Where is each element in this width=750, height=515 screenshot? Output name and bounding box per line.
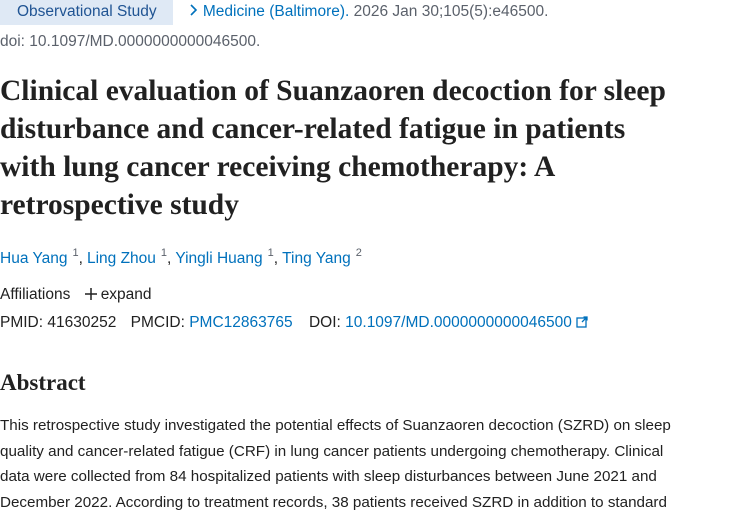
doi-line: doi: 10.1097/MD.0000000000046500. xyxy=(0,33,260,51)
author-link[interactable]: Ling Zhou xyxy=(87,250,156,267)
author-link[interactable]: Hua Yang xyxy=(0,250,68,267)
author-separator: , xyxy=(167,250,171,267)
abstract-line: quality and cancer-related fatigue (CRF)… xyxy=(0,439,671,465)
title-line: Clinical evaluation of Suanzaoren decoct… xyxy=(0,72,666,110)
chevron-icon xyxy=(189,3,199,17)
author-link[interactable]: Ting Yang xyxy=(282,250,351,267)
pmid: 41630252 xyxy=(47,314,116,331)
journal-link[interactable]: Medicine (Baltimore). xyxy=(203,3,349,20)
page: Observational Study Medicine (Baltimore)… xyxy=(0,0,750,500)
author-link[interactable]: Yingli Huang xyxy=(175,250,262,267)
title-line: with lung cancer receiving chemotherapy:… xyxy=(0,148,666,186)
affiliation-number[interactable]: 1 xyxy=(268,247,274,259)
affiliation-number[interactable]: 2 xyxy=(356,247,362,259)
title-line: disturbance and cancer-related fatigue i… xyxy=(0,110,666,148)
citation: 2026 Jan 30;105(5):e46500. xyxy=(354,3,549,20)
expand-button[interactable]: expand xyxy=(101,286,152,303)
abstract-line: December 2022. According to treatment re… xyxy=(0,490,671,515)
pmcid-link[interactable]: PMC12863765 xyxy=(189,314,292,331)
pmid-label: PMID: xyxy=(0,314,43,331)
abstract-line: This retrospective study investigated th… xyxy=(0,413,671,439)
author-separator: , xyxy=(79,250,83,267)
abstract-line: data were collected from 84 hospitalized… xyxy=(0,464,671,490)
affiliations-label: Affiliations xyxy=(0,286,70,303)
title-line: retrospective study xyxy=(0,186,666,224)
external-link-icon xyxy=(576,316,588,328)
publication-type[interactable]: Observational Study xyxy=(0,0,173,25)
pmcid-label: PMCID: xyxy=(131,314,185,331)
affiliations-row: Affiliations expand xyxy=(0,286,152,304)
article-title: Clinical evaluation of Suanzaoren decoct… xyxy=(0,72,666,224)
doi-label: DOI: xyxy=(309,314,341,331)
author-separator: , xyxy=(274,250,278,267)
header-row: Observational Study Medicine (Baltimore)… xyxy=(0,0,548,25)
plus-icon[interactable] xyxy=(85,288,97,300)
identifiers-row: PMID: 41630252 PMCID: PMC12863765 DOI: 1… xyxy=(0,314,588,332)
affiliation-number[interactable]: 1 xyxy=(73,247,79,259)
doi-link[interactable]: 10.1097/MD.0000000000046500 xyxy=(345,314,572,331)
abstract-heading: Abstract xyxy=(0,370,86,396)
